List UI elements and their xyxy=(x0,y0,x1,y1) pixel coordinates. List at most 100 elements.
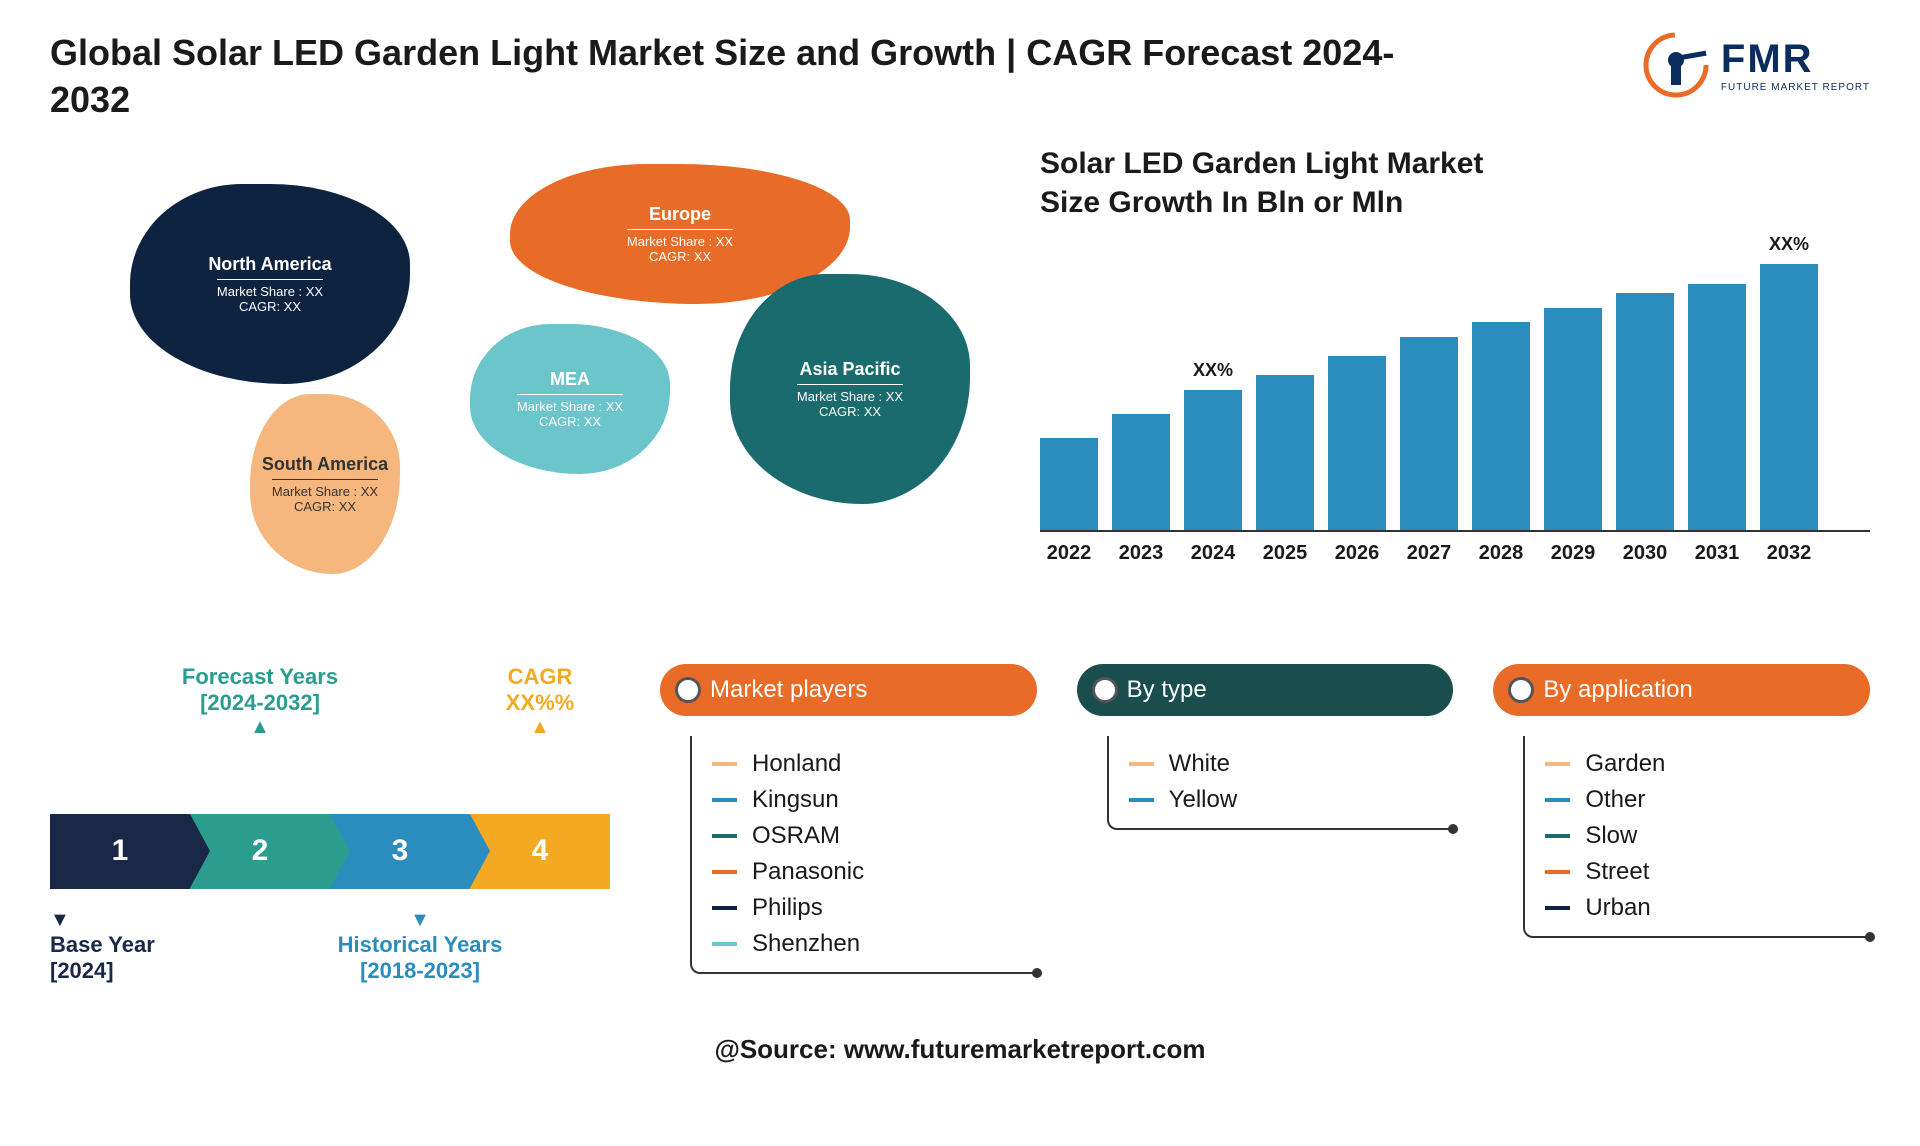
bar-2025: 2025 xyxy=(1256,375,1314,529)
category-item: Shenzhen xyxy=(712,926,1037,962)
logo-sub-text: FUTURE MARKET REPORT xyxy=(1721,82,1870,93)
bar-2027: 2027 xyxy=(1400,337,1458,530)
marker-icon xyxy=(1545,798,1570,802)
bar-year: 2023 xyxy=(1119,542,1164,565)
bar-rect xyxy=(1616,293,1674,529)
region-name: North America xyxy=(208,254,331,275)
bar-rect xyxy=(1760,264,1818,529)
bar-label: XX% xyxy=(1769,234,1809,255)
region-share: Market Share : XX xyxy=(272,479,378,499)
region-share: Market Share : XX xyxy=(217,279,323,299)
bottom-section: Forecast Years [2024-2032] ▲ CAGR XX%% ▲… xyxy=(50,664,1870,974)
forecast-text: Forecast Years xyxy=(170,664,350,690)
forecast-label: Forecast Years [2024-2032] ▲ xyxy=(170,664,350,739)
marker-icon xyxy=(712,762,737,766)
bar-year: 2025 xyxy=(1263,542,1308,565)
category-by-application: By applicationGardenOtherSlowStreetUrban xyxy=(1493,664,1870,974)
item-label: Honland xyxy=(752,750,841,778)
category-item: Honland xyxy=(712,746,1037,782)
item-label: Urban xyxy=(1585,894,1650,922)
region-name: Asia Pacific xyxy=(799,359,900,380)
category-header: Market players xyxy=(660,664,1037,716)
bar-rect xyxy=(1472,322,1530,529)
bar-year: 2029 xyxy=(1551,542,1596,565)
bar-rect xyxy=(1112,414,1170,530)
category-header: By type xyxy=(1077,664,1454,716)
timeline-segment-2: 2 xyxy=(190,814,330,889)
category-list: HonlandKingsunOSRAMPanasonicPhilipsShenz… xyxy=(690,736,1037,974)
bar-2026: 2026 xyxy=(1328,356,1386,530)
timeline-segment-4: 4 xyxy=(470,814,610,889)
bar-year: 2026 xyxy=(1335,542,1380,565)
bar-rect xyxy=(1040,438,1098,530)
category-item: Kingsun xyxy=(712,782,1037,818)
category-item: Slow xyxy=(1545,818,1870,854)
bar-2022: 2022 xyxy=(1040,438,1098,530)
source-text: @Source: www.futuremarketreport.com xyxy=(50,1034,1870,1065)
marker-icon xyxy=(712,798,737,802)
region-name: South America xyxy=(262,454,388,475)
region-cagr: CAGR: XX xyxy=(649,249,711,264)
main-content: North AmericaMarket Share : XXCAGR: XXSo… xyxy=(50,144,1870,584)
base-label: ▼ Base Year [2024] xyxy=(50,909,190,984)
region-name: Europe xyxy=(649,204,711,225)
bar-year: 2022 xyxy=(1047,542,1092,565)
region-share: Market Share : XX xyxy=(797,384,903,404)
bar-2031: 2031 xyxy=(1688,284,1746,530)
bar-year: 2030 xyxy=(1623,542,1668,565)
bar-rect xyxy=(1256,375,1314,529)
category-item: Other xyxy=(1545,782,1870,818)
bar-rect xyxy=(1184,390,1242,530)
fmr-logo-icon xyxy=(1641,30,1711,100)
marker-icon xyxy=(712,942,737,946)
marker-icon xyxy=(1129,798,1154,802)
forecast-range: [2024-2032] xyxy=(170,690,350,716)
timeline-bar: 1234 xyxy=(50,814,610,889)
bar-label: XX% xyxy=(1193,360,1233,381)
category-market-players: Market playersHonlandKingsunOSRAMPanason… xyxy=(660,664,1037,974)
historical-range: [2018-2023] xyxy=(320,958,520,984)
marker-icon xyxy=(712,906,737,910)
marker-icon xyxy=(1545,762,1570,766)
marker-icon xyxy=(712,834,737,838)
item-label: Other xyxy=(1585,786,1645,814)
bar-2028: 2028 xyxy=(1472,322,1530,529)
marker-icon xyxy=(1545,870,1570,874)
marker-icon xyxy=(712,870,737,874)
arrow-up-icon: ▼ xyxy=(320,909,520,932)
bar-year: 2031 xyxy=(1695,542,1740,565)
item-label: Philips xyxy=(752,894,823,922)
header: Global Solar LED Garden Light Market Siz… xyxy=(50,30,1870,124)
region-cagr: CAGR: XX xyxy=(294,499,356,514)
bar-rect xyxy=(1544,308,1602,530)
bar-year: 2032 xyxy=(1767,542,1812,565)
region-share: Market Share : XX xyxy=(517,394,623,414)
region-cagr: CAGR: XX xyxy=(819,404,881,419)
base-text: Base Year xyxy=(50,932,190,958)
item-label: Slow xyxy=(1585,822,1637,850)
region-share: Market Share : XX xyxy=(627,229,733,249)
bar-2030: 2030 xyxy=(1616,293,1674,529)
item-label: Shenzhen xyxy=(752,930,860,958)
cagr-text: CAGR xyxy=(480,664,600,690)
base-range: [2024] xyxy=(50,958,190,984)
map-region-north-america: North AmericaMarket Share : XXCAGR: XX xyxy=(130,184,410,384)
world-map: North AmericaMarket Share : XXCAGR: XXSo… xyxy=(50,144,1000,584)
category-item: Garden xyxy=(1545,746,1870,782)
category-header: By application xyxy=(1493,664,1870,716)
bar-rect xyxy=(1400,337,1458,530)
historical-label: ▼ Historical Years [2018-2023] xyxy=(320,909,520,984)
category-item: Philips xyxy=(712,890,1037,926)
marker-icon xyxy=(1545,906,1570,910)
item-label: White xyxy=(1169,750,1230,778)
item-label: Kingsun xyxy=(752,786,839,814)
bar-chart-section: Solar LED Garden Light Market Size Growt… xyxy=(1040,144,1870,584)
category-item: OSRAM xyxy=(712,818,1037,854)
bar-year: 2024 xyxy=(1191,542,1236,565)
category-item: White xyxy=(1129,746,1454,782)
bar-2023: 2023 xyxy=(1112,414,1170,530)
arrow-down-icon: ▲ xyxy=(170,716,350,739)
category-list: GardenOtherSlowStreetUrban xyxy=(1523,736,1870,938)
item-label: Yellow xyxy=(1169,786,1238,814)
bar-chart: 20222023XX%20242025202620272028202920302… xyxy=(1040,252,1870,532)
